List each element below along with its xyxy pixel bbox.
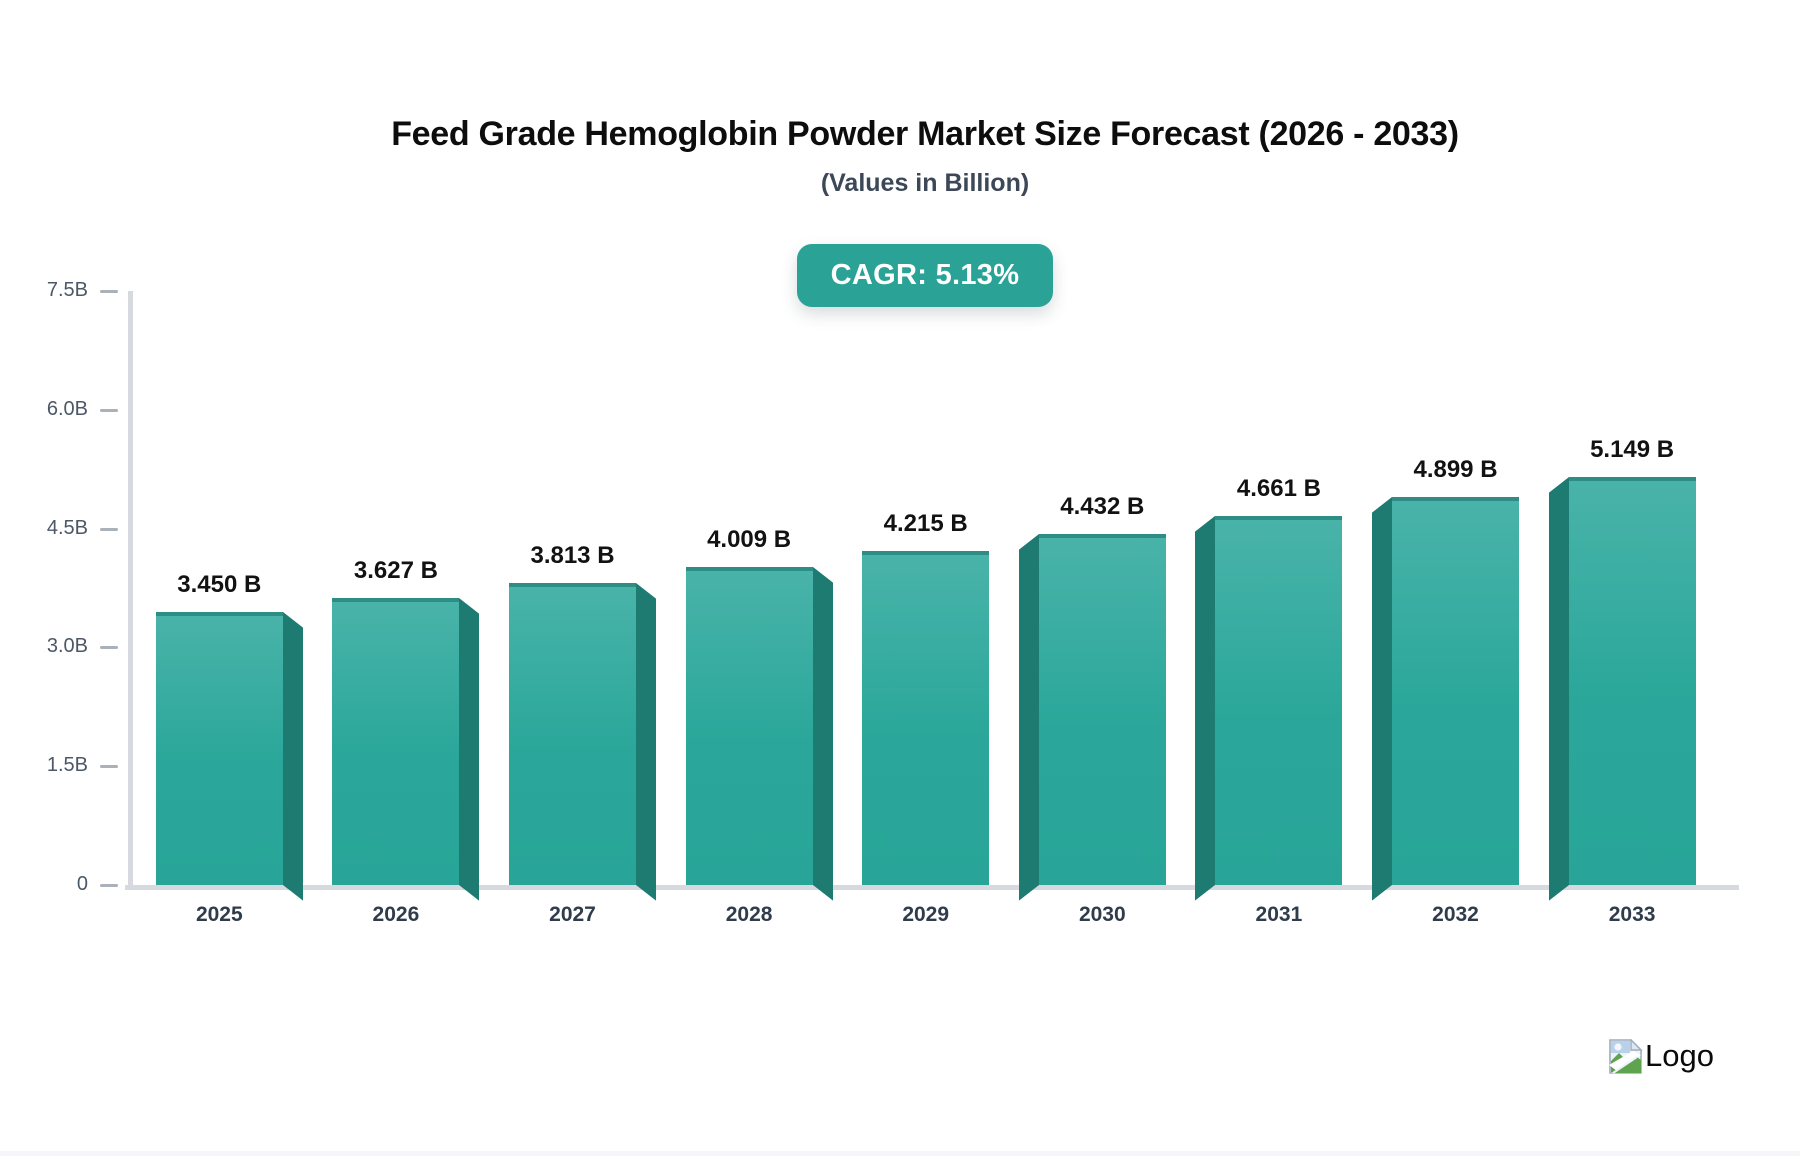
x-tick-label: 2026: [372, 903, 420, 926]
y-tick-dash: [100, 765, 118, 769]
bar-value-label: 3.813 B: [530, 542, 615, 569]
y-tick-label: 3.0B: [46, 635, 88, 658]
bar-3d-side: [1548, 477, 1569, 901]
bar-value-label: 4.661 B: [1236, 475, 1321, 502]
bar-value-label: 4.899 B: [1413, 456, 1498, 483]
y-tick-label: 7.5B: [46, 279, 88, 301]
bar: [1392, 497, 1519, 885]
bar-3d-side: [636, 583, 656, 901]
x-tick-label: 2025: [195, 903, 243, 926]
bar: [1215, 516, 1343, 885]
bar-3d-side: [1018, 534, 1039, 901]
y-tick-dash: [100, 646, 118, 650]
bar-value-label: 3.450 B: [177, 571, 262, 598]
bar-3d-side: [282, 612, 303, 901]
logo-alt-text: Logo: [1645, 1038, 1714, 1073]
bar-value-label: 4.215 B: [883, 510, 968, 537]
bar: [155, 612, 283, 885]
y-tick-dash: [100, 527, 118, 531]
chart-subtitle: (Values in Billion): [820, 169, 1030, 197]
bottom-edge-strip: [0, 1151, 1800, 1156]
y-tick-label: 4.5B: [46, 516, 88, 539]
bar-value-label: 4.432 B: [1060, 493, 1145, 520]
cagr-badge: CAGR: 5.13%: [796, 244, 1054, 307]
bar: [862, 551, 990, 885]
y-tick-dash: [100, 290, 118, 293]
bar-3d-side: [1372, 497, 1392, 901]
y-tick-label: 0: [76, 873, 88, 895]
bar: [1568, 477, 1696, 885]
chart-title: Feed Grade Hemoglobin Powder Market Size…: [391, 115, 1459, 153]
chart-header: Feed Grade Hemoglobin Powder Market Size…: [50, 0, 1800, 307]
x-tick-label: 2033: [1608, 903, 1656, 926]
x-tick-label: 2031: [1255, 903, 1303, 926]
bar: [509, 583, 636, 885]
bar-3d-side: [459, 598, 480, 901]
bar: [685, 567, 813, 885]
bar-value-label: 4.009 B: [707, 526, 792, 553]
logo: Logo: [1607, 1038, 1714, 1074]
bar-3d-side: [1195, 516, 1216, 901]
bar-value-label: 5.149 B: [1590, 436, 1675, 463]
y-tick-label: 1.5B: [46, 754, 88, 777]
broken-image-icon: [1609, 1038, 1643, 1074]
y-tick-label: 6.0B: [46, 397, 88, 420]
x-axis-line: [125, 885, 1739, 890]
x-tick-label: 2032: [1432, 903, 1479, 926]
x-tick-label: 2030: [1078, 903, 1126, 926]
y-tick-dash: [100, 884, 118, 887]
y-axis-line: [128, 291, 133, 885]
x-tick-label: 2029: [902, 903, 950, 926]
bar-value-label: 3.627 B: [353, 557, 438, 584]
bar: [332, 598, 460, 885]
bar-3d-side: [812, 567, 833, 901]
x-tick-label: 2027: [549, 903, 596, 926]
bar: [1038, 534, 1166, 885]
y-tick-dash: [100, 408, 118, 412]
x-tick-label: 2028: [725, 903, 773, 926]
